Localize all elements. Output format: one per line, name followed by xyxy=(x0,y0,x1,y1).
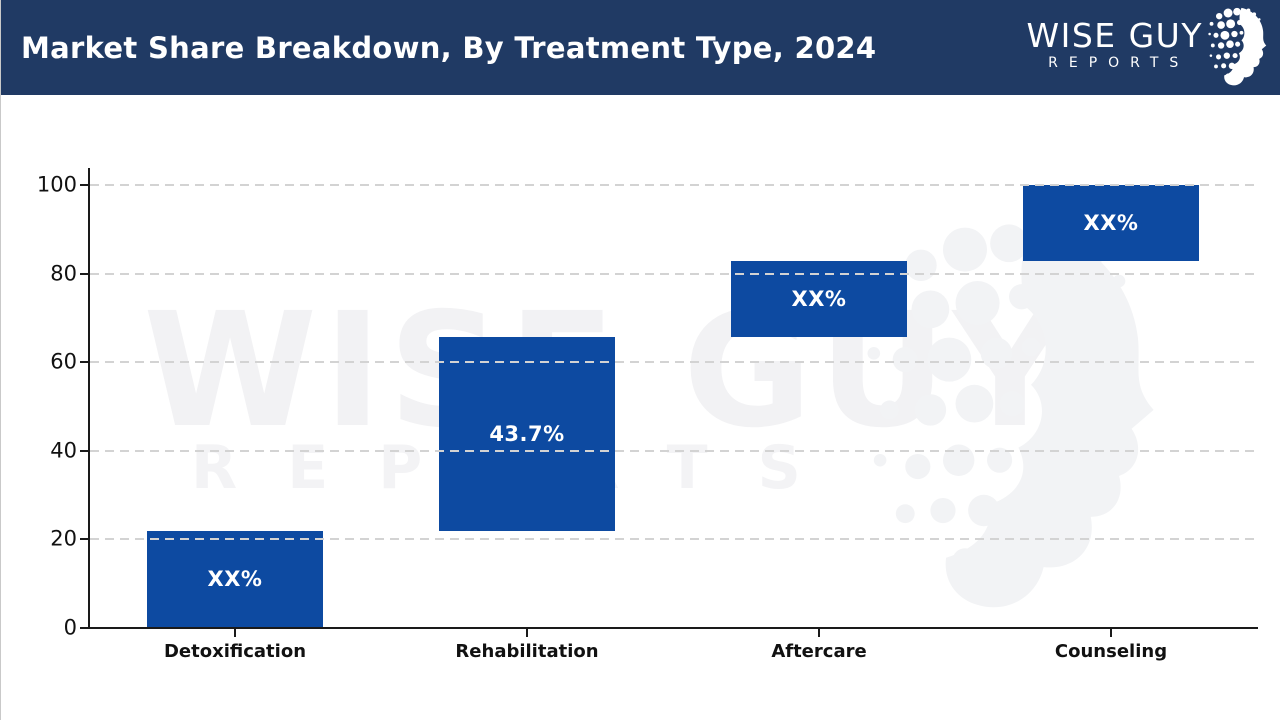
y-tick-label: 40 xyxy=(50,438,77,463)
x-tick-mark xyxy=(818,629,820,637)
x-category-label: Aftercare xyxy=(771,641,867,662)
y-tick-label: 80 xyxy=(50,260,77,285)
bar-detoxification: XX% xyxy=(147,530,323,628)
wiseguy-logo: WISE GUY REPORTS xyxy=(1014,4,1269,92)
logo-text: WISE GUY REPORTS xyxy=(1026,16,1203,72)
y-tick-mark xyxy=(80,361,89,364)
y-tick-label: 60 xyxy=(50,349,77,374)
bar-value-label: XX% xyxy=(791,286,847,311)
bar-rehabilitation: 43.7% xyxy=(439,336,615,531)
gridline-40 xyxy=(90,449,1257,452)
bar-value-label: XX% xyxy=(1083,210,1139,235)
bar-value-label: XX% xyxy=(207,567,263,592)
x-tick-mark xyxy=(1110,629,1112,637)
x-category-label: Detoxification xyxy=(163,641,307,662)
x-tick-mark xyxy=(234,629,236,637)
gridline-60 xyxy=(90,361,1257,364)
chart-area: WISE GUY REPORTS 020406080100XX%43.7%XX%… xyxy=(1,95,1280,720)
gridline-100 xyxy=(90,184,1257,186)
y-tick-mark xyxy=(80,627,89,629)
y-tick-mark xyxy=(80,272,89,275)
y-tick-label: 100 xyxy=(36,172,77,197)
y-tick-mark xyxy=(80,449,89,452)
x-category-label: Counseling xyxy=(1054,641,1168,662)
bar-value-label: 43.7% xyxy=(489,421,565,446)
bar-counseling: XX% xyxy=(1023,185,1199,261)
logo-reports-label: REPORTS xyxy=(1048,55,1190,72)
y-axis-line xyxy=(88,168,90,629)
x-category-label: Rehabilitation xyxy=(455,641,599,662)
x-tick-mark xyxy=(526,629,528,637)
header-bar: Market Share Breakdown, By Treatment Typ… xyxy=(1,0,1280,95)
gridline-20 xyxy=(90,538,1257,541)
y-tick-mark xyxy=(80,538,89,541)
x-axis-line xyxy=(89,627,1258,629)
wiseguy-head-icon xyxy=(1208,7,1267,86)
logo-wordmark: WISE GUY xyxy=(1026,16,1203,55)
page-title: Market Share Breakdown, By Treatment Typ… xyxy=(21,30,877,65)
y-tick-label: 20 xyxy=(50,526,77,551)
y-tick-mark xyxy=(80,184,89,186)
gridline-80 xyxy=(90,272,1257,275)
y-tick-label: 0 xyxy=(63,615,77,640)
